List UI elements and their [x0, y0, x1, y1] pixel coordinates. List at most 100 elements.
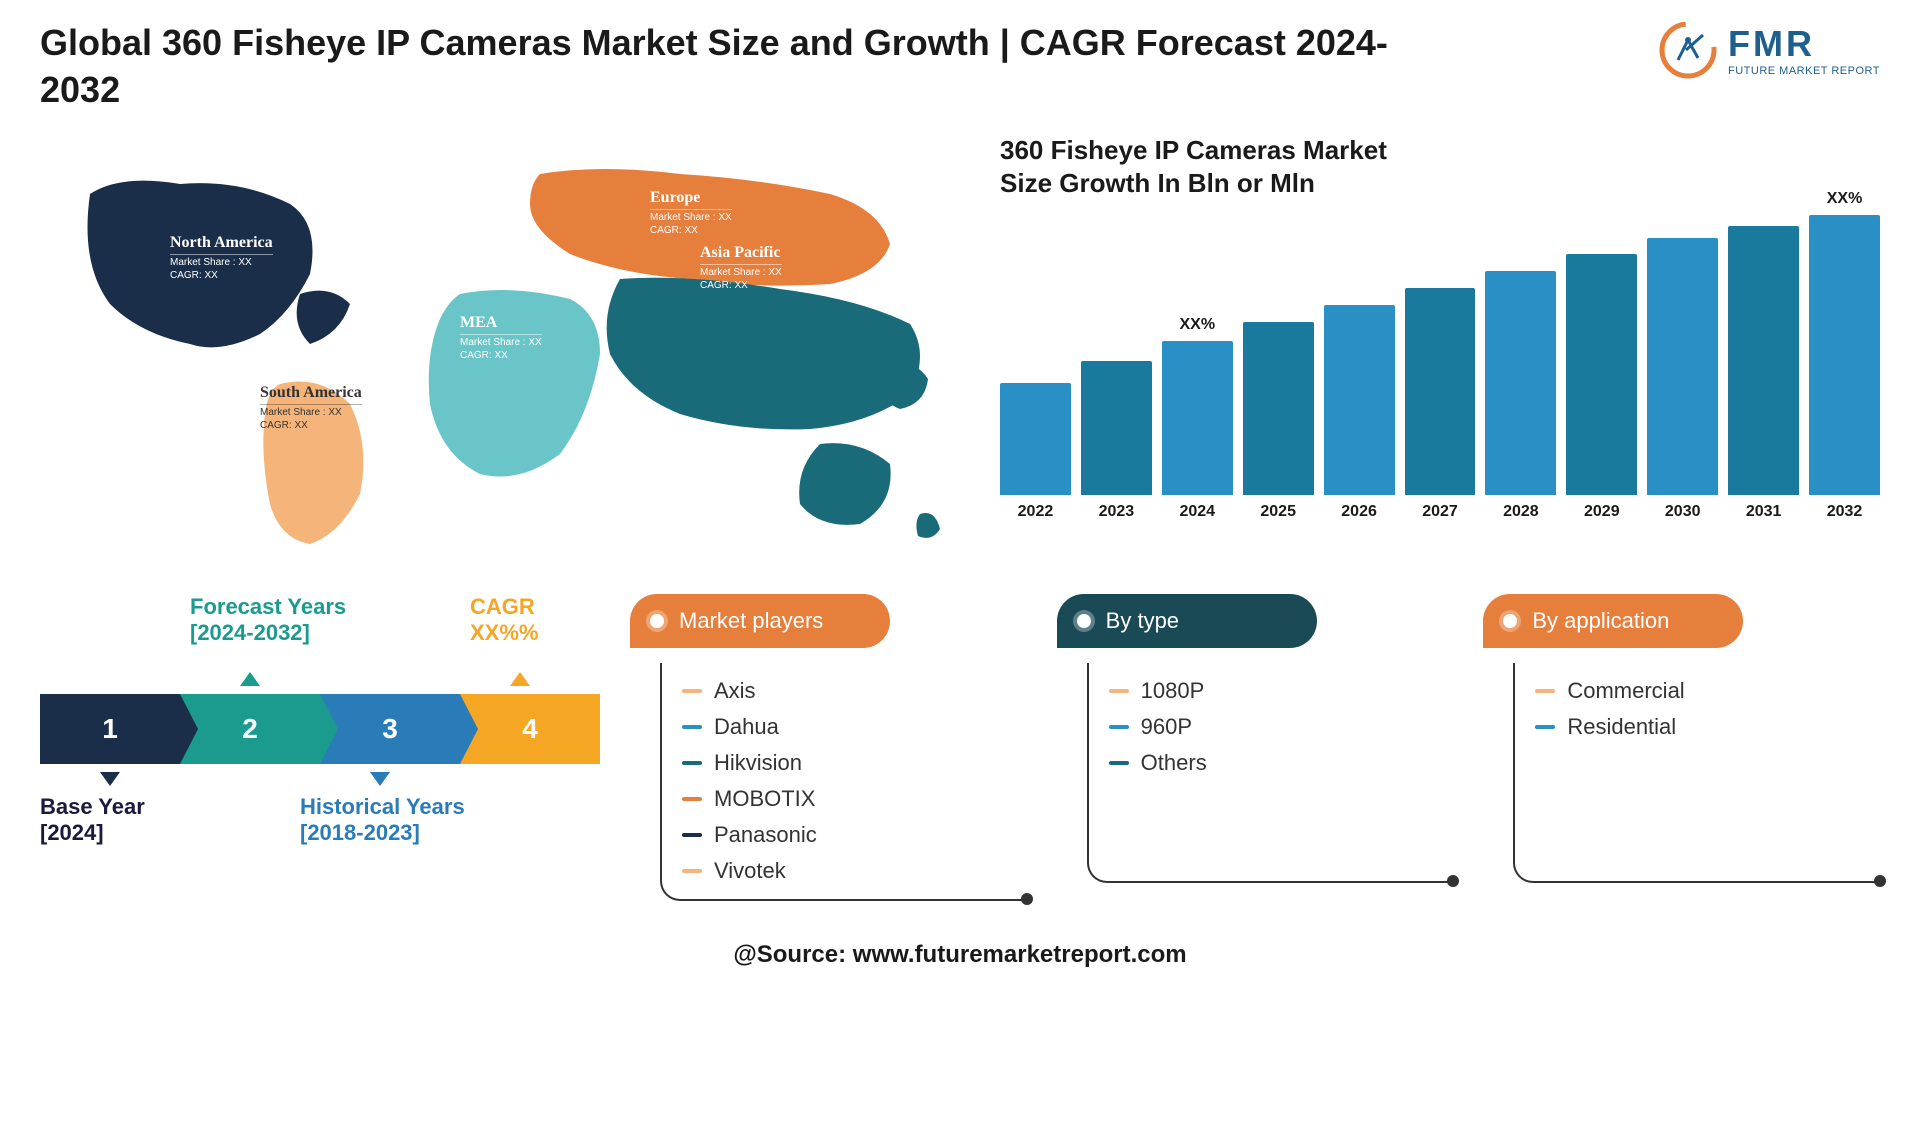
region-name: Europe [650, 189, 732, 207]
region-share: Market Share : XX [260, 404, 362, 418]
dash-icon [682, 725, 702, 729]
category-list: Axis Dahua Hikvision MOBOTIX Panasonic Vivote… [660, 663, 1027, 901]
chart-bar [1243, 322, 1314, 496]
dot-icon [650, 614, 664, 628]
category-item: Vivotek [682, 853, 1027, 889]
timeline-segment: 4 [460, 694, 600, 764]
chart-bar [1000, 383, 1071, 495]
timeline: Forecast Years [2024-2032] CAGR XX%% Bas… [40, 594, 600, 874]
region-name: North America [170, 234, 273, 252]
region-label: Europe Market Share : XXCAGR: XX [650, 189, 732, 236]
category-list: CommercialResidential [1513, 663, 1880, 883]
category-list: 1080P960POthers [1087, 663, 1454, 883]
category-section: By type1080P960POthers [1057, 594, 1454, 901]
chart-title: 360 Fisheye IP Cameras Market Size Growt… [1000, 134, 1400, 202]
bar-year-label: 2028 [1503, 503, 1539, 521]
chart-bar [1728, 226, 1799, 495]
region-label: Asia PacificMarket Share : XXCAGR: XX [700, 244, 782, 291]
category-item: 960P [1109, 709, 1454, 745]
chart-bar [1566, 254, 1637, 495]
category-item: Axis [682, 673, 1027, 709]
category-item-label: Panasonic [714, 822, 817, 848]
region-cagr: CAGR: XX [460, 348, 542, 361]
category-item: Panasonic [682, 817, 1027, 853]
category-item: Others [1109, 745, 1454, 781]
fmr-logo-icon [1658, 20, 1718, 80]
bar-year-label: 2025 [1260, 503, 1296, 521]
logo-fmr: FMR [1728, 23, 1880, 65]
region-share: Market Share : XX [170, 254, 273, 268]
bar-annotation: XX% [1179, 316, 1215, 334]
bar-annotation: XX% [1827, 190, 1863, 208]
bar-group: 2031 [1728, 226, 1799, 521]
page-title: Global 360 Fisheye IP Cameras Market Siz… [40, 20, 1440, 114]
timeline-bar: 1234 [40, 694, 600, 764]
arrow-icon [510, 672, 530, 686]
chart-bar [1324, 305, 1395, 495]
bottom-section: Forecast Years [2024-2032] CAGR XX%% Bas… [40, 594, 1880, 901]
source-attribution: @Source: www.futuremarketreport.com [40, 941, 1880, 969]
dash-icon [1109, 725, 1129, 729]
category-item-label: Hikvision [714, 750, 802, 776]
bar-year-label: 2027 [1422, 503, 1458, 521]
region-cagr: CAGR: XX [650, 223, 732, 236]
bar-group: 2022 [1000, 383, 1071, 521]
dash-icon [1535, 725, 1555, 729]
arrow-icon [370, 772, 390, 786]
chart-bar [1081, 361, 1152, 495]
bar-year-label: 2029 [1584, 503, 1620, 521]
cagr-label: CAGR XX%% [470, 594, 538, 646]
dot-icon [1503, 614, 1517, 628]
category-item-label: Vivotek [714, 858, 786, 884]
category-header: Market players [630, 594, 890, 648]
logo-sub: FUTURE MARKET REPORT [1728, 65, 1880, 77]
bar-group: 2027 [1405, 288, 1476, 521]
arrow-icon [100, 772, 120, 786]
bar-group: 2029 [1566, 254, 1637, 521]
dash-icon [682, 761, 702, 765]
bar-chart-section: 360 Fisheye IP Cameras Market Size Growt… [1000, 134, 1880, 554]
region-label: North America Market Share : XXCAGR: XX [170, 234, 273, 281]
bar-group: 2028 [1485, 271, 1556, 521]
dash-icon [682, 797, 702, 801]
bar-year-label: 2030 [1665, 503, 1701, 521]
bar-year-label: 2031 [1746, 503, 1782, 521]
region-name: MEA [460, 314, 542, 332]
main-content: North AmericaMarket Share : XXCAGR: XXSo… [40, 134, 1880, 554]
category-title: By application [1532, 608, 1669, 634]
region-share: Market Share : XX [460, 334, 542, 348]
timeline-segment: 3 [320, 694, 460, 764]
logo-text: FMR FUTURE MARKET REPORT [1728, 23, 1880, 77]
bar-group: 2025 [1243, 322, 1314, 522]
dash-icon [682, 869, 702, 873]
region-name: Asia Pacific [700, 244, 782, 262]
bar-year-label: 2024 [1179, 503, 1215, 521]
dash-icon [1109, 689, 1129, 693]
region-label: South AmericaMarket Share : XXCAGR: XX [260, 384, 362, 431]
category-item-label: Axis [714, 678, 756, 704]
bar-year-label: 2026 [1341, 503, 1377, 521]
dash-icon [682, 833, 702, 837]
region-cagr: CAGR: XX [170, 268, 273, 281]
region-cagr: CAGR: XX [700, 278, 782, 291]
bar-group: XX% 2024 [1162, 341, 1233, 521]
category-item: MOBOTIX [682, 781, 1027, 817]
category-item: Dahua [682, 709, 1027, 745]
categories: Market players Axis Dahua Hikvision MOBOTIX P… [630, 594, 1880, 901]
category-item-label: MOBOTIX [714, 786, 815, 812]
category-item-label: 960P [1141, 714, 1192, 740]
category-section: By application CommercialResidential [1483, 594, 1880, 901]
category-header: By type [1057, 594, 1317, 648]
logo: FMR FUTURE MARKET REPORT [1658, 20, 1880, 80]
chart-bar [1485, 271, 1556, 495]
timeline-segment: 2 [180, 694, 320, 764]
region-share: Market Share : XX [650, 209, 732, 223]
category-item-label: Commercial [1567, 678, 1684, 704]
bar-year-label: 2023 [1099, 503, 1135, 521]
header: Global 360 Fisheye IP Cameras Market Siz… [40, 20, 1880, 114]
dash-icon [1109, 761, 1129, 765]
chart-bar: XX% [1162, 341, 1233, 495]
arrow-icon [240, 672, 260, 686]
region-name: South America [260, 384, 362, 402]
category-item: Commercial [1535, 673, 1880, 709]
